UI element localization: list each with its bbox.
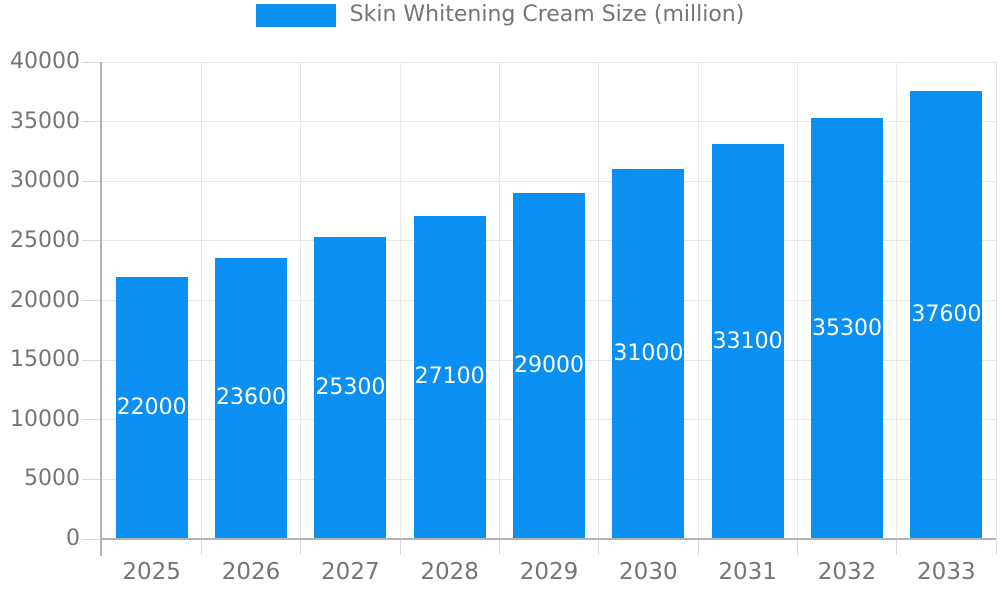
legend-label: Skin Whitening Cream Size (million) bbox=[349, 2, 745, 27]
gridline-v bbox=[995, 62, 997, 539]
y-axis-label: 25000 bbox=[10, 227, 80, 253]
chart-bar[interactable] bbox=[811, 118, 883, 539]
gridline-h bbox=[102, 61, 996, 63]
gridline-h bbox=[102, 180, 996, 182]
x-axis-tick bbox=[399, 540, 401, 555]
gridline-v bbox=[399, 62, 401, 539]
x-axis-label: 2028 bbox=[420, 559, 479, 585]
chart-bar[interactable] bbox=[910, 90, 983, 539]
y-axis-tick bbox=[82, 538, 102, 540]
x-axis-tick bbox=[896, 540, 898, 555]
x-axis-label: 2027 bbox=[321, 559, 380, 585]
bar-value-label: 35300 bbox=[812, 315, 882, 341]
y-axis-label: 5000 bbox=[24, 466, 80, 492]
gridline-h bbox=[102, 121, 996, 123]
bar-value-label: 22000 bbox=[116, 394, 187, 420]
x-axis-tick bbox=[598, 540, 600, 555]
x-axis-tick bbox=[498, 540, 500, 555]
x-axis-label: 2033 bbox=[917, 559, 976, 585]
y-axis-tick bbox=[82, 300, 102, 301]
x-axis-label: 2029 bbox=[519, 559, 579, 585]
gridline-v bbox=[200, 62, 202, 539]
y-axis-label: 40000 bbox=[10, 49, 80, 74]
legend: Skin Whitening Cream Size (million) bbox=[0, 0, 1000, 30]
chart-bar[interactable] bbox=[711, 144, 784, 539]
chart-bar[interactable] bbox=[413, 215, 486, 539]
y-axis-tick bbox=[82, 61, 102, 63]
x-axis-label: 2031 bbox=[718, 559, 777, 585]
x-axis-label: 2025 bbox=[122, 559, 181, 585]
chart-bar[interactable] bbox=[314, 237, 387, 539]
gridline-v bbox=[598, 62, 600, 539]
chart-bar[interactable] bbox=[215, 257, 287, 539]
bar-value-label: 33100 bbox=[712, 328, 783, 354]
y-axis-tick bbox=[82, 359, 102, 361]
chart-bar[interactable] bbox=[612, 169, 685, 539]
chart-bar[interactable] bbox=[115, 276, 188, 539]
bar-value-label: 25300 bbox=[315, 375, 386, 401]
y-axis-label: 30000 bbox=[10, 168, 80, 194]
bar-value-label: 27100 bbox=[414, 364, 485, 390]
y-axis-tick bbox=[82, 478, 102, 480]
y-axis-tick bbox=[82, 240, 102, 242]
legend-item[interactable]: Skin Whitening Cream Size (million) bbox=[255, 0, 745, 30]
y-axis-label: 0 bbox=[66, 526, 80, 551]
y-axis-tick bbox=[82, 180, 102, 182]
x-axis-tick bbox=[200, 540, 202, 555]
bar-value-label: 31000 bbox=[613, 341, 684, 367]
y-axis-line bbox=[100, 62, 102, 556]
y-axis-label: 15000 bbox=[10, 347, 80, 373]
x-axis-label: 2026 bbox=[221, 559, 281, 585]
y-axis-label: 35000 bbox=[10, 108, 80, 134]
legend-swatch-icon bbox=[255, 3, 336, 27]
y-axis-label: 20000 bbox=[10, 287, 80, 313]
y-axis-label: 10000 bbox=[10, 406, 80, 432]
gridline-v bbox=[896, 62, 898, 539]
x-axis-line bbox=[101, 538, 996, 540]
x-axis-tick bbox=[796, 540, 798, 555]
x-axis-tick bbox=[697, 540, 699, 555]
x-axis-label: 2030 bbox=[619, 559, 678, 585]
bar-value-label: 37600 bbox=[911, 301, 982, 327]
gridline-v bbox=[498, 62, 500, 539]
chart-bar[interactable] bbox=[513, 193, 585, 539]
gridline-v bbox=[697, 62, 699, 539]
bar-value-label: 29000 bbox=[514, 353, 584, 379]
x-axis-label: 2032 bbox=[817, 559, 877, 585]
gridline-v bbox=[300, 62, 302, 539]
x-axis-tick bbox=[995, 540, 997, 555]
gridline-v bbox=[796, 62, 798, 539]
x-axis-tick bbox=[300, 540, 302, 555]
y-axis-tick bbox=[82, 419, 102, 421]
y-axis-tick bbox=[82, 121, 102, 123]
bar-value-label: 23600 bbox=[216, 385, 286, 411]
